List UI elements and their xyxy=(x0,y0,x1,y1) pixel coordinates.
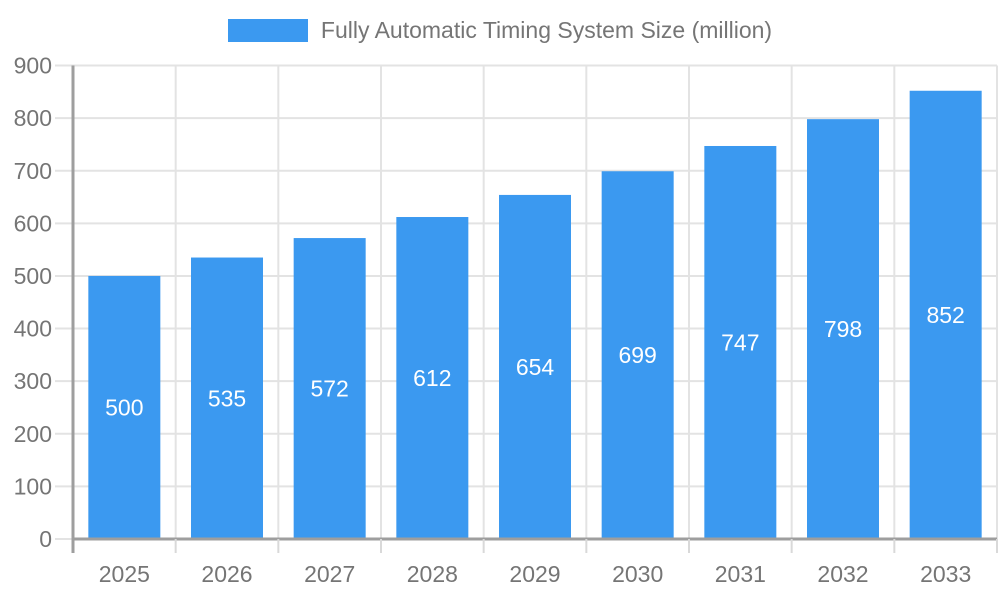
bar-value-label: 535 xyxy=(208,385,246,411)
x-tick-label: 2032 xyxy=(817,561,868,587)
legend-swatch xyxy=(227,19,308,42)
x-tick-label: 2031 xyxy=(715,561,766,587)
bar xyxy=(191,257,263,539)
y-tick-label: 900 xyxy=(14,53,52,79)
legend-label: Fully Automatic Timing System Size (mill… xyxy=(320,17,773,43)
y-tick-label: 800 xyxy=(14,105,52,131)
x-tick-label: 2030 xyxy=(612,561,663,587)
bar xyxy=(293,238,366,539)
bar-value-label: 654 xyxy=(516,354,555,380)
x-tick-label: 2025 xyxy=(99,561,150,587)
bar-value-label: 572 xyxy=(310,376,348,402)
y-tick-label: 300 xyxy=(14,368,52,394)
bar xyxy=(396,217,469,539)
bar-value-label: 852 xyxy=(926,302,964,328)
x-tick-label: 2028 xyxy=(407,561,458,587)
bar xyxy=(807,119,879,539)
y-tick-label: 700 xyxy=(14,158,52,184)
x-tick-label: 2027 xyxy=(304,561,355,587)
bar-value-label: 699 xyxy=(618,342,656,368)
x-tick-label: 2029 xyxy=(509,561,560,587)
bar xyxy=(88,275,161,539)
y-tick-label: 200 xyxy=(14,421,52,447)
bar-value-label: 798 xyxy=(824,316,862,342)
x-tick-label: 2026 xyxy=(201,561,252,587)
bar xyxy=(499,194,571,539)
y-tick-label: 400 xyxy=(14,316,52,342)
y-tick-label: 500 xyxy=(14,263,52,289)
bar-value-label: 747 xyxy=(721,330,759,356)
chart-legend: Fully Automatic Timing System Size (mill… xyxy=(0,19,1000,42)
y-tick-label: 100 xyxy=(14,473,52,499)
bar-value-label: 612 xyxy=(413,365,451,391)
bar xyxy=(909,90,982,540)
y-tick-label: 600 xyxy=(14,210,52,236)
y-tick-label: 0 xyxy=(39,526,52,552)
bar xyxy=(704,145,777,539)
bar-value-label: 500 xyxy=(105,395,143,421)
x-tick-label: 2033 xyxy=(920,561,971,587)
bar xyxy=(601,171,674,539)
